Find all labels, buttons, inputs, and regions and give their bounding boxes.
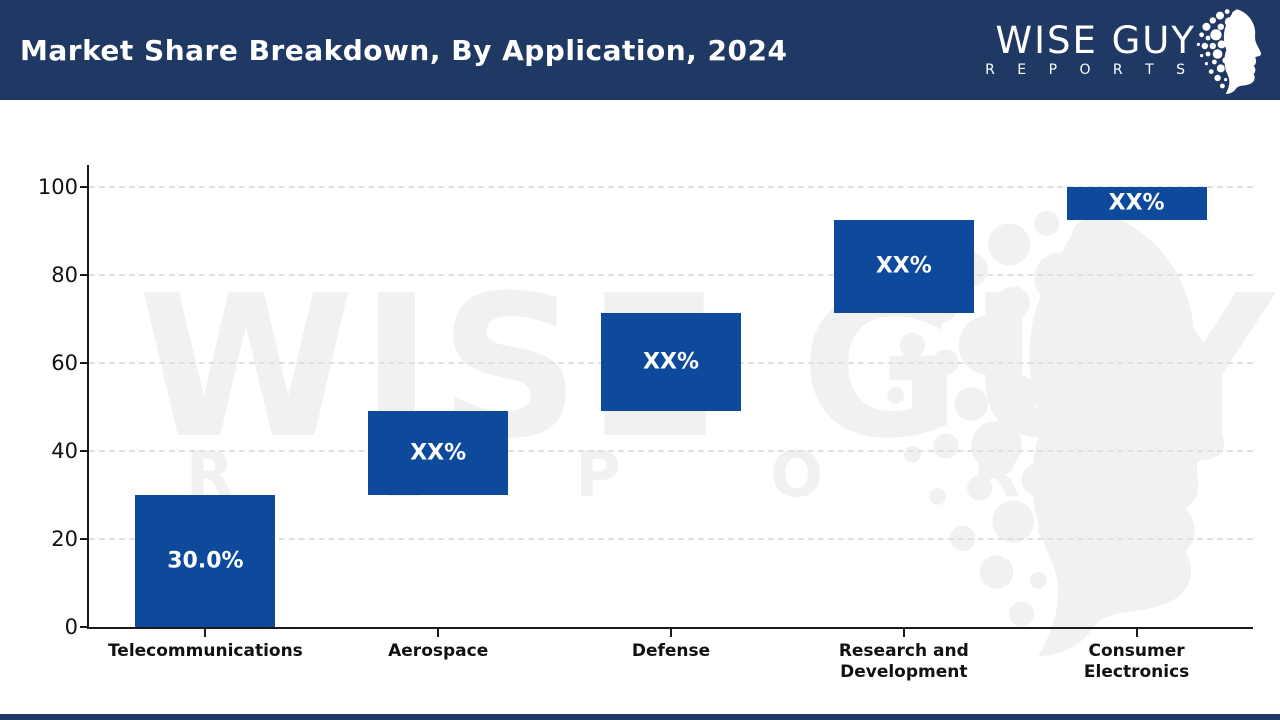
y-tick-label-60: 60 bbox=[51, 351, 78, 375]
x-tick-defense bbox=[670, 629, 672, 637]
x-tick-label-telecommunications: Telecommunications bbox=[107, 641, 303, 661]
x-tick-label-research-and-development: Research and Development bbox=[838, 641, 969, 683]
waterfall-chart: 0 20 40 60 80 100 30.0% Telecommunications XX% Ae… bbox=[0, 100, 1280, 714]
x-axis-line bbox=[87, 627, 1253, 629]
bar-value-label-consumer-electronics: XX% bbox=[1108, 190, 1165, 216]
bar-telecommunications bbox=[135, 495, 276, 627]
x-tick-label-aerospace: Aerospace bbox=[388, 641, 489, 661]
y-tick-label-20: 20 bbox=[51, 527, 78, 551]
x-tick-research-and-development bbox=[902, 629, 905, 637]
y-tick-20 bbox=[80, 538, 89, 540]
y-tick-label-100: 100 bbox=[37, 175, 78, 199]
y-tick-label-0: 0 bbox=[64, 615, 78, 639]
x-tick-telecommunications bbox=[204, 629, 207, 637]
x-tick-label-consumer-electronics: Consumer Electronics bbox=[1083, 641, 1190, 683]
x-tick-consumer-electronics bbox=[1135, 629, 1138, 637]
wiseguy-logo-name: WISE GUY bbox=[995, 19, 1196, 62]
y-axis-line bbox=[87, 165, 89, 629]
wiseguy-face-icon bbox=[1196, 9, 1262, 94]
wiseguy-logo-tagline: R E P O R T S bbox=[985, 62, 1194, 78]
bar-value-label-telecommunications: 30.0% bbox=[167, 548, 244, 574]
y-tick-60 bbox=[80, 362, 89, 364]
bar-value-label-aerospace: XX% bbox=[410, 440, 467, 466]
bar-value-label-defense: XX% bbox=[643, 349, 699, 375]
wiseguy-logo-text: WISE GUY R E P O R T S bbox=[985, 22, 1196, 78]
x-tick-label-defense: Defense bbox=[631, 641, 711, 661]
footer-band bbox=[0, 714, 1280, 720]
gridline-40 bbox=[89, 450, 1253, 452]
y-tick-0 bbox=[80, 626, 89, 628]
gridline-100 bbox=[89, 186, 1253, 188]
y-tick-label-80: 80 bbox=[51, 263, 78, 287]
gridline-20 bbox=[89, 538, 1253, 540]
header-band: Market Share Breakdown, By Application, … bbox=[0, 0, 1280, 100]
bar-value-label-research-and-development: XX% bbox=[875, 253, 932, 279]
bar-defense bbox=[601, 312, 741, 412]
gridline-80 bbox=[89, 274, 1253, 276]
x-tick-aerospace bbox=[437, 629, 440, 637]
page-title: Market Share Breakdown, By Application, … bbox=[20, 33, 788, 67]
bar-aerospace bbox=[368, 411, 509, 495]
y-tick-40 bbox=[80, 450, 89, 452]
y-tick-80 bbox=[80, 274, 89, 276]
y-tick-100 bbox=[80, 186, 89, 188]
wiseguy-logo: WISE GUY R E P O R T S bbox=[985, 6, 1266, 94]
y-tick-label-40: 40 bbox=[51, 439, 78, 463]
